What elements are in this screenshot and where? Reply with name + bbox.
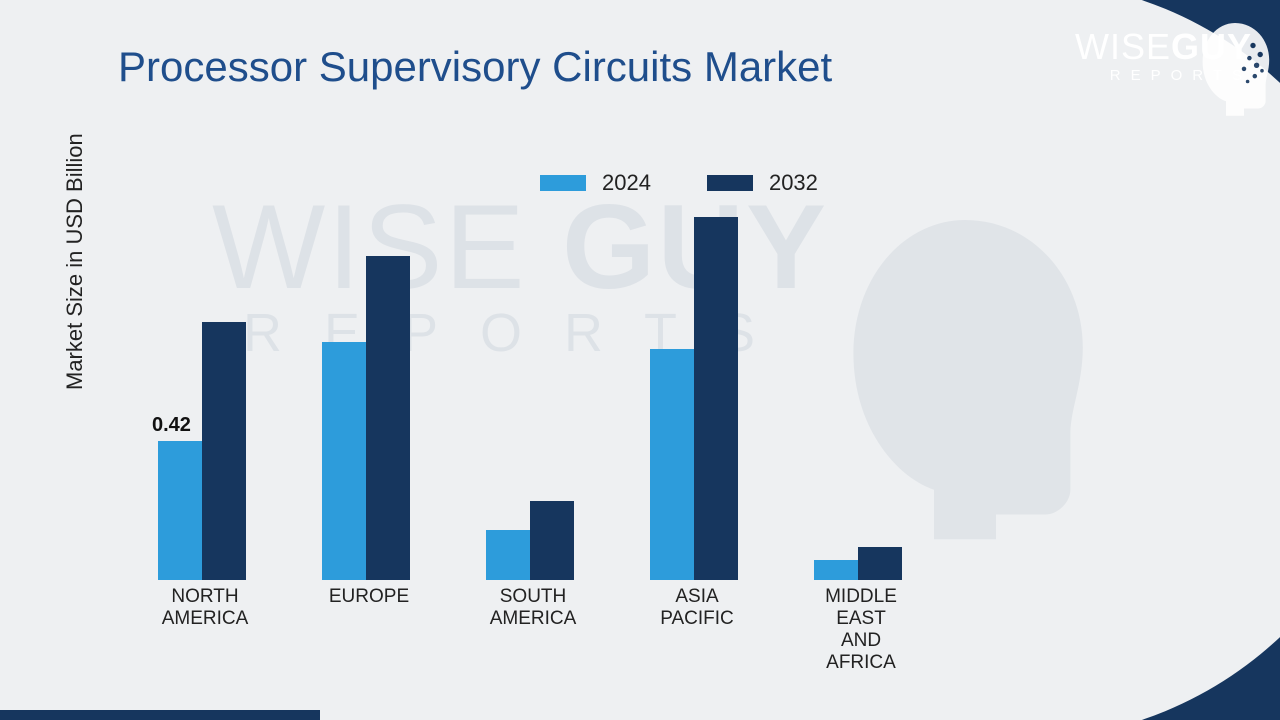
x-tick-label: SOUTHAMERICA <box>458 586 608 630</box>
x-tick-label: NORTHAMERICA <box>130 586 280 630</box>
legend: 2024 2032 <box>540 170 818 196</box>
bar-2032 <box>530 501 574 580</box>
x-tick-label: MIDDLEEASTANDAFRICA <box>786 586 936 673</box>
bar-group <box>294 200 444 580</box>
bar-group <box>622 200 772 580</box>
bar-group <box>130 200 280 580</box>
bar-2024 <box>486 530 530 580</box>
bar-2032 <box>858 547 902 580</box>
bar-group <box>458 200 608 580</box>
bar-2024 <box>322 342 366 580</box>
legend-label-2024: 2024 <box>602 170 651 196</box>
bar-2024 <box>650 349 694 580</box>
bar-2032 <box>694 217 738 580</box>
y-axis-label: Market Size in USD Billion <box>62 133 88 390</box>
brand-logo: WISEGUY REPORTS <box>1075 28 1252 84</box>
bar-group <box>786 200 936 580</box>
x-tick-label: ASIAPACIFIC <box>622 586 772 630</box>
value-label: 0.42 <box>152 414 191 437</box>
legend-item-2032: 2032 <box>707 170 818 196</box>
bar-2024 <box>158 441 202 580</box>
bottom-accent-bar <box>0 710 320 720</box>
legend-item-2024: 2024 <box>540 170 651 196</box>
bar-2032 <box>202 322 246 580</box>
chart-area: 0.42 <box>100 200 930 580</box>
brand-text-reports: REPORTS <box>1075 68 1252 84</box>
legend-swatch-2024 <box>540 175 586 191</box>
brand-text-wise: WISE <box>1075 26 1171 67</box>
page-root: WISEGUY REPORTS Processor Supervisory Ci… <box>0 0 1280 720</box>
bar-2032 <box>366 256 410 580</box>
chart-title: Processor Supervisory Circuits Market <box>118 42 838 92</box>
legend-swatch-2032 <box>707 175 753 191</box>
plot-area: 0.42 <box>130 200 930 580</box>
legend-label-2032: 2032 <box>769 170 818 196</box>
bar-2024 <box>814 560 858 580</box>
x-tick-label: EUROPE <box>294 586 444 608</box>
brand-text-guy: GUY <box>1171 26 1252 67</box>
